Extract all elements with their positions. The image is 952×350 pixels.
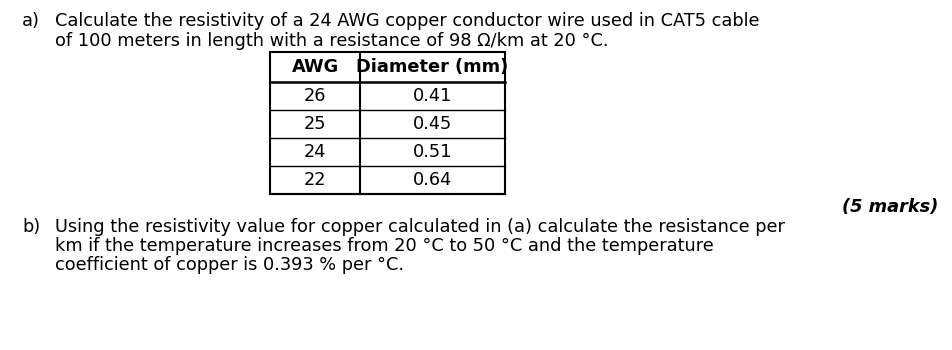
Text: a): a) <box>22 12 40 30</box>
Text: b): b) <box>22 218 40 236</box>
Text: 0.41: 0.41 <box>412 87 451 105</box>
Text: 22: 22 <box>304 171 326 189</box>
Text: 26: 26 <box>304 87 326 105</box>
Text: Using the resistivity value for copper calculated in (a) calculate the resistanc: Using the resistivity value for copper c… <box>55 218 784 236</box>
Text: AWG: AWG <box>291 58 338 76</box>
Text: of 100 meters in length with a resistance of 98 Ω/km at 20 °C.: of 100 meters in length with a resistanc… <box>55 32 608 50</box>
Text: 0.64: 0.64 <box>412 171 451 189</box>
Text: coefficient of copper is 0.393 % per °C.: coefficient of copper is 0.393 % per °C. <box>55 256 404 274</box>
Text: Diameter (mm): Diameter (mm) <box>356 58 508 76</box>
Text: (5 marks): (5 marks) <box>841 198 937 216</box>
Text: 0.51: 0.51 <box>412 143 452 161</box>
Text: 0.45: 0.45 <box>412 115 451 133</box>
Bar <box>269 52 505 194</box>
Text: Calculate the resistivity of a 24 AWG copper conductor wire used in CAT5 cable: Calculate the resistivity of a 24 AWG co… <box>55 12 759 30</box>
Text: 24: 24 <box>304 143 326 161</box>
Text: km if the temperature increases from 20 °C to 50 °C and the temperature: km if the temperature increases from 20 … <box>55 237 713 255</box>
Text: 25: 25 <box>304 115 326 133</box>
